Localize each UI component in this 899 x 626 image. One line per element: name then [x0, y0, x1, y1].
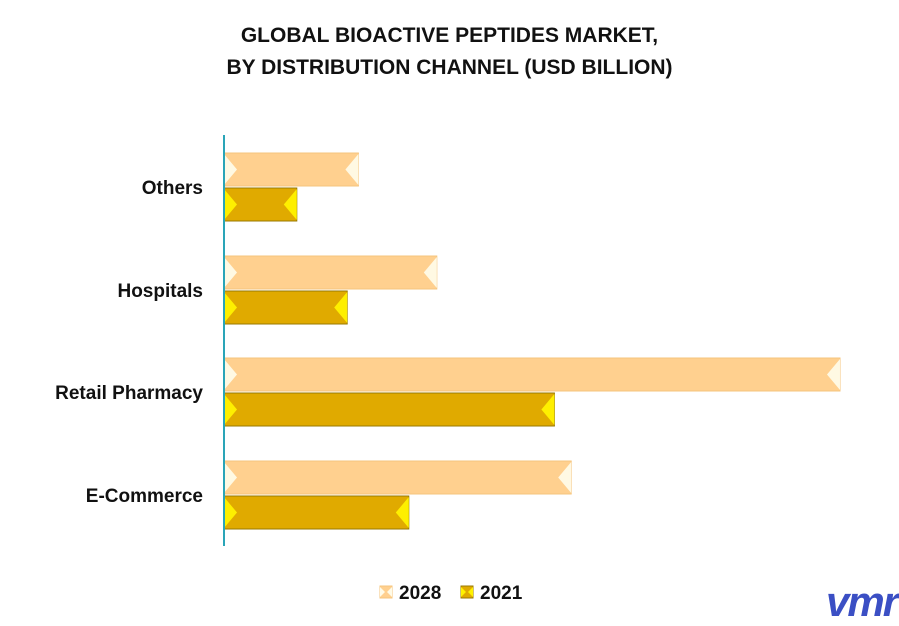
category-label: Retail Pharmacy [55, 383, 203, 404]
bar-retail-pharmacy-2028 [223, 357, 841, 392]
bar-others-2028 [223, 152, 359, 187]
bar-hospitals-2021 [223, 290, 348, 325]
legend-item-2021: 2021 [460, 583, 523, 604]
bar-others-2021 [223, 187, 298, 222]
chart-title-line-1: GLOBAL BIOACTIVE PEPTIDES MARKET, [240, 24, 659, 47]
category-label: Others [142, 178, 203, 199]
bar-retail-pharmacy-2021 [223, 392, 555, 427]
category-label: Hospitals [117, 281, 203, 302]
bar-e-commerce-2028 [223, 460, 572, 495]
bar-hospitals-2028 [223, 255, 438, 290]
chart-title: GLOBAL BIOACTIVE PEPTIDES MARKET, BY DIS… [0, 20, 899, 84]
category-label: E-Commerce [86, 486, 203, 507]
legend-label: 2028 [399, 583, 441, 604]
legend-item-2028: 2028 [379, 583, 441, 604]
chart-title-line-2: BY DISTRIBUTION CHANNEL (USD BILLION) [226, 56, 673, 79]
legend-label: 2021 [480, 583, 523, 604]
bar-e-commerce-2021 [223, 495, 410, 530]
brand-logo: vmr [826, 578, 899, 625]
